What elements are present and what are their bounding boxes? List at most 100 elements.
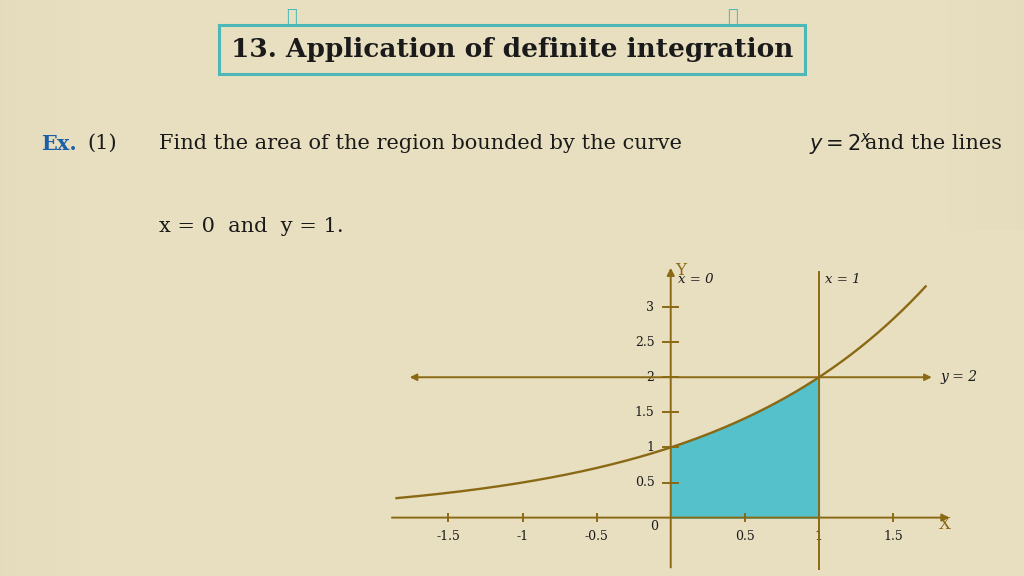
Text: 1: 1 xyxy=(646,441,654,454)
Bar xyxy=(927,0,930,230)
Bar xyxy=(75,0,77,576)
Bar xyxy=(89,0,90,576)
Bar xyxy=(978,0,980,230)
Bar xyxy=(1004,0,1006,230)
Text: x = 0  and  y = 1.: x = 0 and y = 1. xyxy=(159,217,343,236)
Bar xyxy=(5,0,7,576)
Text: 1: 1 xyxy=(815,529,823,543)
Bar xyxy=(28,0,29,576)
Bar xyxy=(39,0,41,576)
Bar xyxy=(991,0,993,230)
Text: 2.5: 2.5 xyxy=(635,336,654,348)
Bar xyxy=(1012,0,1014,230)
Bar xyxy=(82,0,84,576)
Bar xyxy=(3,0,5,576)
Bar xyxy=(995,0,998,230)
Bar xyxy=(79,0,80,576)
Bar xyxy=(72,0,74,576)
Bar xyxy=(23,0,24,576)
Bar xyxy=(922,0,924,230)
Bar xyxy=(67,0,69,576)
Text: x = 0: x = 0 xyxy=(678,274,714,286)
Bar xyxy=(84,0,85,576)
Text: Ex.: Ex. xyxy=(41,134,77,154)
Text: -1: -1 xyxy=(516,529,528,543)
Bar xyxy=(1022,0,1024,230)
Bar xyxy=(48,0,49,576)
Text: 0.5: 0.5 xyxy=(735,529,755,543)
Bar xyxy=(965,0,968,230)
Bar xyxy=(934,0,937,230)
Bar xyxy=(43,0,44,576)
Text: 0.5: 0.5 xyxy=(635,476,654,489)
Bar xyxy=(70,0,72,576)
Bar xyxy=(36,0,38,576)
Text: and the lines: and the lines xyxy=(865,134,1002,153)
Text: (1): (1) xyxy=(87,134,117,153)
Bar xyxy=(985,0,988,230)
Bar xyxy=(8,0,10,576)
Bar xyxy=(17,0,18,576)
Bar xyxy=(92,0,94,576)
Bar xyxy=(26,0,28,576)
Bar xyxy=(38,0,39,576)
Bar xyxy=(7,0,8,576)
Text: 2: 2 xyxy=(646,371,654,384)
Bar xyxy=(1009,0,1011,230)
Bar xyxy=(69,0,70,576)
Bar xyxy=(97,0,99,576)
Text: -1.5: -1.5 xyxy=(436,529,461,543)
Bar xyxy=(54,0,56,576)
Bar xyxy=(0,0,2,576)
Bar xyxy=(56,0,58,576)
Text: 1.5: 1.5 xyxy=(883,529,903,543)
Bar xyxy=(954,0,957,230)
Bar xyxy=(937,0,940,230)
Text: -0.5: -0.5 xyxy=(585,529,608,543)
Bar xyxy=(971,0,973,230)
Bar xyxy=(13,0,15,576)
Text: 3: 3 xyxy=(646,301,654,313)
Text: ⌗: ⌗ xyxy=(727,7,737,25)
Text: 0: 0 xyxy=(650,520,658,533)
Bar xyxy=(34,0,36,576)
Bar xyxy=(53,0,54,576)
Bar xyxy=(1014,0,1016,230)
Bar xyxy=(957,0,961,230)
Bar xyxy=(20,0,23,576)
Bar xyxy=(46,0,48,576)
Bar xyxy=(2,0,3,576)
Bar xyxy=(1006,0,1009,230)
Bar xyxy=(87,0,89,576)
Bar xyxy=(975,0,978,230)
Text: 13. Application of definite integration: 13. Application of definite integration xyxy=(230,37,794,62)
Text: $y = 2^x$: $y = 2^x$ xyxy=(809,131,871,157)
Bar xyxy=(932,0,934,230)
Text: X: X xyxy=(939,516,951,533)
Bar xyxy=(1016,0,1019,230)
Text: 1.5: 1.5 xyxy=(635,406,654,419)
Bar xyxy=(18,0,20,576)
Text: y = 2: y = 2 xyxy=(940,370,978,384)
Bar xyxy=(31,0,33,576)
Bar xyxy=(950,0,952,230)
Bar xyxy=(998,0,1000,230)
Bar xyxy=(44,0,46,576)
Bar xyxy=(930,0,932,230)
Bar xyxy=(80,0,82,576)
Bar xyxy=(988,0,990,230)
Bar xyxy=(952,0,954,230)
Bar xyxy=(33,0,34,576)
Bar xyxy=(77,0,79,576)
Bar xyxy=(24,0,26,576)
Bar xyxy=(963,0,965,230)
Text: Y: Y xyxy=(676,262,687,279)
Bar xyxy=(49,0,51,576)
Text: Find the area of the region bounded by the curve: Find the area of the region bounded by t… xyxy=(159,134,682,153)
Bar xyxy=(74,0,75,576)
Bar xyxy=(940,0,942,230)
Bar xyxy=(51,0,53,576)
Bar xyxy=(973,0,975,230)
Bar xyxy=(961,0,963,230)
Bar xyxy=(968,0,970,230)
